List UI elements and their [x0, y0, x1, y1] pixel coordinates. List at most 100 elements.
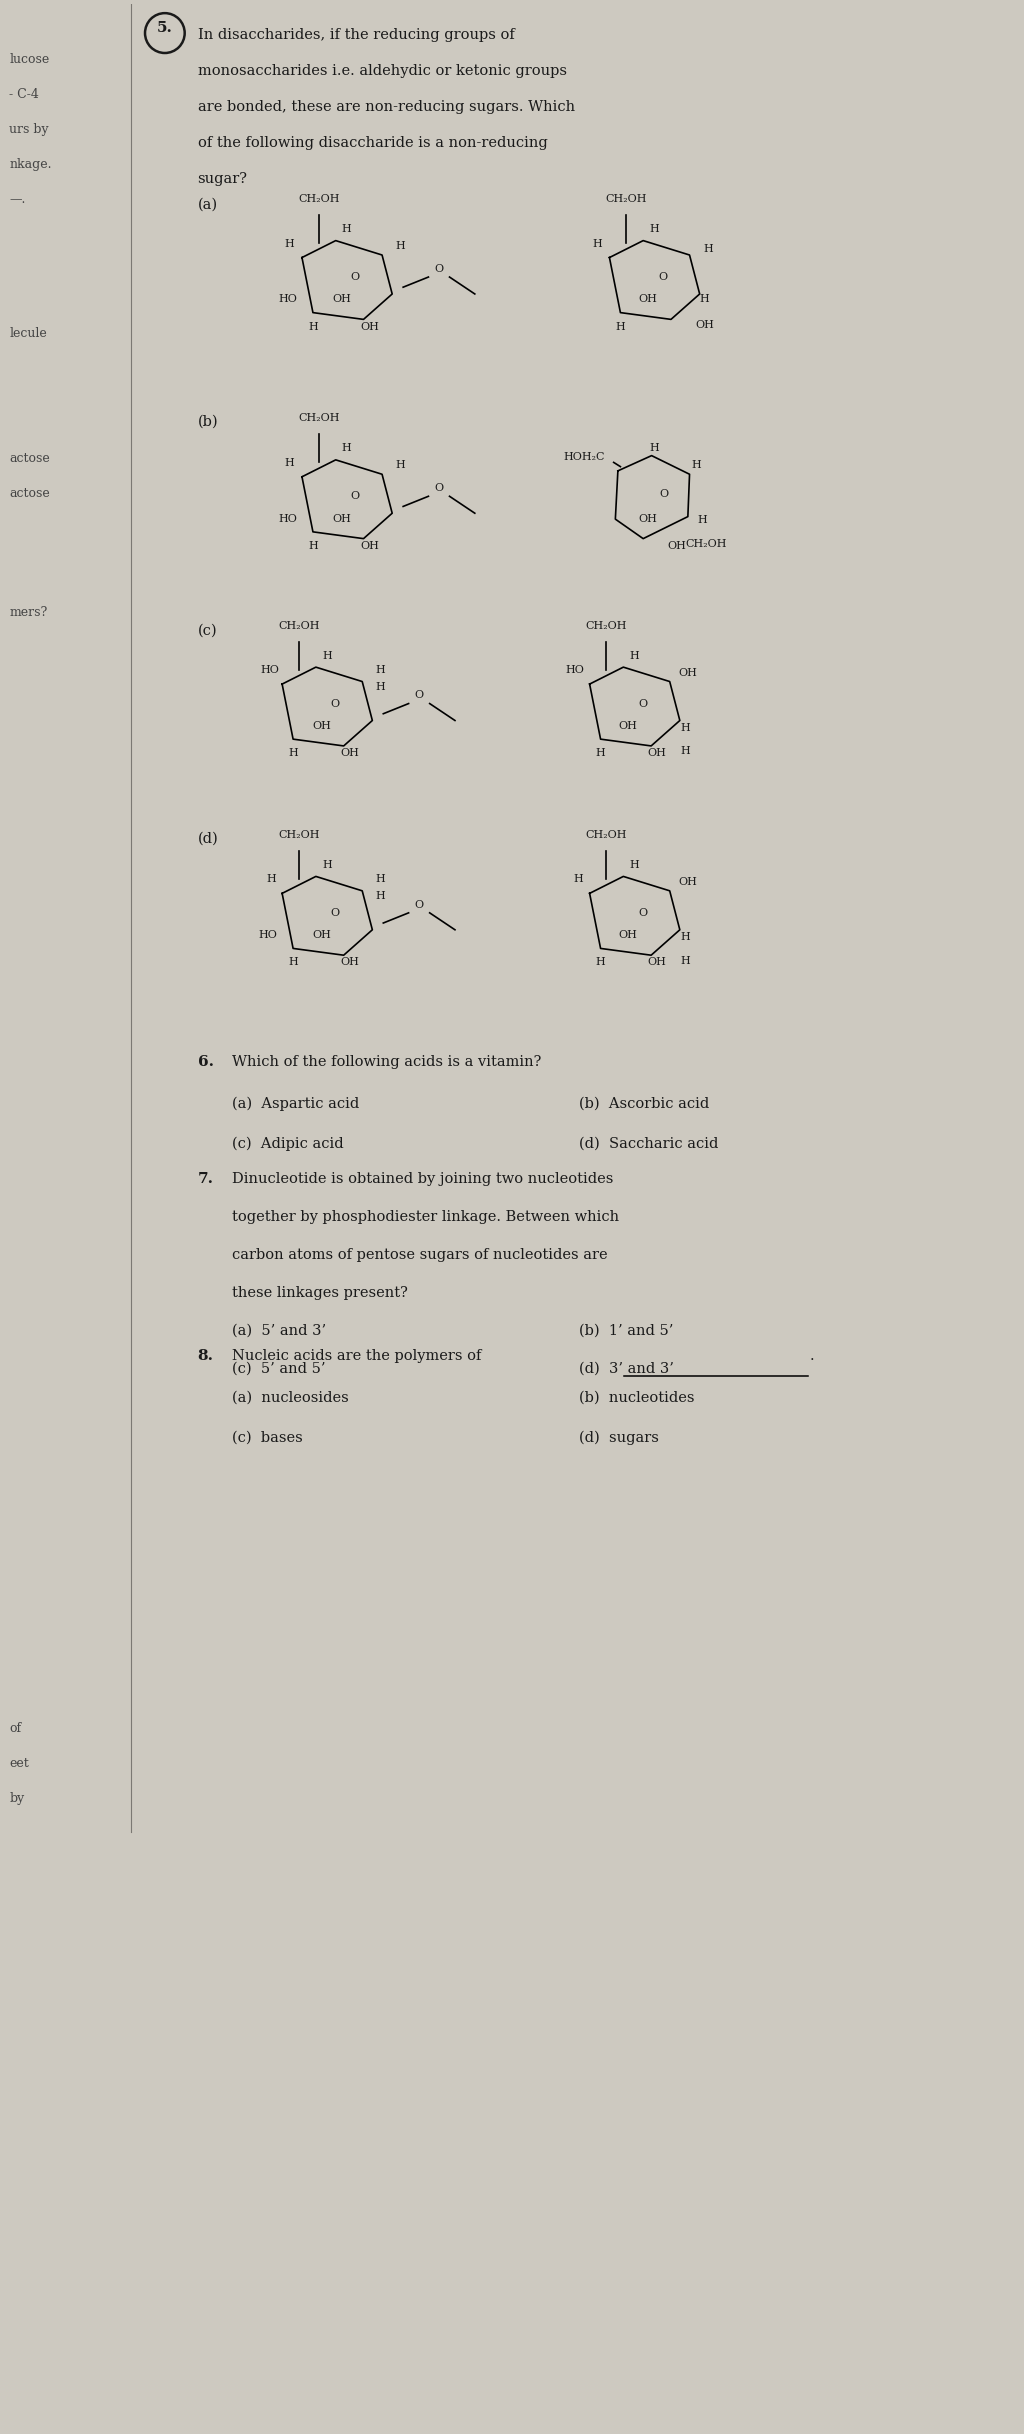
Text: CH₂OH: CH₂OH [279, 830, 319, 840]
Text: H: H [308, 321, 317, 331]
Text: (b)  nucleotides: (b) nucleotides [580, 1390, 695, 1404]
Text: 6.: 6. [198, 1054, 214, 1069]
Text: (b)  Ascorbic acid: (b) Ascorbic acid [580, 1095, 710, 1110]
Text: are bonded, these are non-reducing sugars. Which: are bonded, these are non-reducing sugar… [198, 100, 574, 114]
Text: HOH₂C: HOH₂C [563, 453, 605, 462]
Text: Which of the following acids is a vitamin?: Which of the following acids is a vitami… [232, 1054, 542, 1069]
Text: actose: actose [9, 453, 50, 465]
Text: OH: OH [332, 295, 351, 304]
Text: H: H [596, 957, 605, 966]
Text: H: H [649, 443, 659, 453]
Text: OH: OH [340, 747, 359, 757]
Text: mers?: mers? [9, 606, 47, 618]
Text: OH: OH [618, 720, 637, 730]
Text: (b): (b) [198, 414, 218, 428]
Text: by: by [9, 1791, 25, 1806]
Text: CH₂OH: CH₂OH [605, 195, 647, 204]
Text: of the following disaccharide is a non-reducing: of the following disaccharide is a non-r… [198, 136, 548, 151]
Text: H: H [697, 516, 707, 526]
Text: H: H [285, 239, 294, 248]
Text: (d)  3’ and 3’: (d) 3’ and 3’ [580, 1361, 675, 1375]
Text: H: H [649, 224, 659, 234]
Text: H: H [376, 874, 386, 884]
Text: H: H [596, 747, 605, 757]
Text: OH: OH [679, 876, 697, 886]
Text: carbon atoms of pentose sugars of nucleotides are: carbon atoms of pentose sugars of nucleo… [232, 1249, 608, 1261]
Text: (c)  Adipic acid: (c) Adipic acid [232, 1137, 344, 1151]
Text: together by phosphodiester linkage. Between which: together by phosphodiester linkage. Betw… [232, 1210, 620, 1224]
Text: H: H [680, 957, 690, 966]
Text: H: H [395, 460, 406, 470]
Text: (a): (a) [198, 197, 218, 212]
Text: eet: eet [9, 1757, 29, 1770]
Text: OH: OH [638, 514, 656, 523]
Text: lecule: lecule [9, 326, 47, 341]
Text: O: O [350, 492, 359, 501]
Text: CH₂OH: CH₂OH [298, 414, 340, 424]
Text: H: H [699, 295, 710, 304]
Text: O: O [414, 691, 423, 701]
Text: (d)  Saccharic acid: (d) Saccharic acid [580, 1137, 719, 1151]
Text: H: H [376, 891, 386, 901]
Text: OH: OH [695, 319, 714, 331]
Text: OH: OH [679, 667, 697, 677]
Text: OH: OH [668, 540, 686, 550]
Text: OH: OH [360, 540, 379, 550]
Text: urs by: urs by [9, 122, 49, 136]
Text: H: H [288, 957, 298, 966]
Text: CH₂OH: CH₂OH [279, 621, 319, 630]
Text: (c): (c) [198, 623, 217, 638]
Text: of: of [9, 1723, 22, 1735]
Text: H: H [376, 664, 386, 674]
Text: —.: —. [9, 192, 26, 204]
Text: H: H [266, 874, 276, 884]
Text: OH: OH [618, 930, 637, 940]
Text: O: O [350, 273, 359, 282]
Text: HO: HO [279, 295, 297, 304]
Text: H: H [703, 243, 713, 253]
Text: H: H [342, 224, 351, 234]
Text: O: O [331, 908, 340, 918]
Text: OH: OH [340, 957, 359, 966]
Text: OH: OH [360, 321, 379, 331]
Text: H: H [630, 650, 639, 660]
Text: O: O [331, 699, 340, 708]
Text: monosaccharides i.e. aldehydic or ketonic groups: monosaccharides i.e. aldehydic or ketoni… [198, 63, 566, 78]
Text: OH: OH [647, 957, 667, 966]
Text: (a)  nucleosides: (a) nucleosides [232, 1390, 349, 1404]
Text: 8.: 8. [198, 1348, 214, 1363]
Text: (d): (d) [198, 832, 218, 845]
Text: HO: HO [258, 930, 278, 940]
Text: HO: HO [279, 514, 297, 523]
Text: In disaccharides, if the reducing groups of: In disaccharides, if the reducing groups… [198, 29, 514, 41]
Text: H: H [615, 321, 626, 331]
Text: CH₂OH: CH₂OH [686, 538, 727, 550]
Text: (c)  bases: (c) bases [232, 1431, 303, 1443]
Text: O: O [434, 484, 443, 494]
Text: CH₂OH: CH₂OH [298, 195, 340, 204]
Text: H: H [322, 650, 332, 660]
Text: OH: OH [312, 930, 331, 940]
Text: O: O [434, 263, 443, 275]
Text: O: O [638, 699, 647, 708]
Text: OH: OH [312, 720, 331, 730]
Text: CH₂OH: CH₂OH [586, 830, 628, 840]
Text: H: H [395, 241, 406, 251]
Text: OH: OH [332, 514, 351, 523]
Text: H: H [322, 859, 332, 869]
Text: HO: HO [566, 664, 585, 674]
Text: H: H [680, 932, 690, 942]
Text: (a)  5’ and 3’: (a) 5’ and 3’ [232, 1324, 327, 1339]
Text: H: H [308, 540, 317, 550]
Text: actose: actose [9, 487, 50, 499]
Text: sugar?: sugar? [198, 170, 248, 185]
Text: H: H [376, 682, 386, 691]
Text: HO: HO [260, 664, 279, 674]
Text: O: O [414, 901, 423, 910]
Text: H: H [342, 443, 351, 453]
Text: 5.: 5. [157, 22, 173, 34]
Text: Dinucleotide is obtained by joining two nucleotides: Dinucleotide is obtained by joining two … [232, 1173, 613, 1185]
Text: OH: OH [647, 747, 667, 757]
Text: nkage.: nkage. [9, 158, 51, 170]
Text: H: H [592, 239, 602, 248]
